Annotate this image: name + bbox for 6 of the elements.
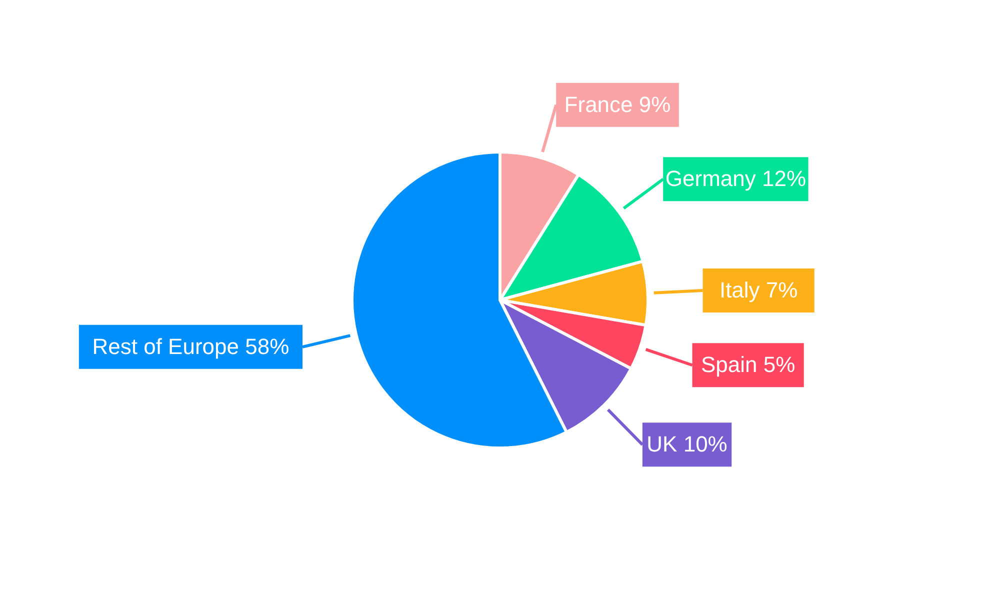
slice-label: Rest of Europe 58% — [92, 334, 290, 359]
slice-label: Italy 7% — [719, 278, 798, 303]
slice-label: Spain 5% — [700, 352, 796, 378]
slice-label: Germany 12% — [665, 166, 806, 192]
slice-label: France 9% — [564, 92, 671, 117]
slice-label: UK 10% — [646, 432, 728, 457]
